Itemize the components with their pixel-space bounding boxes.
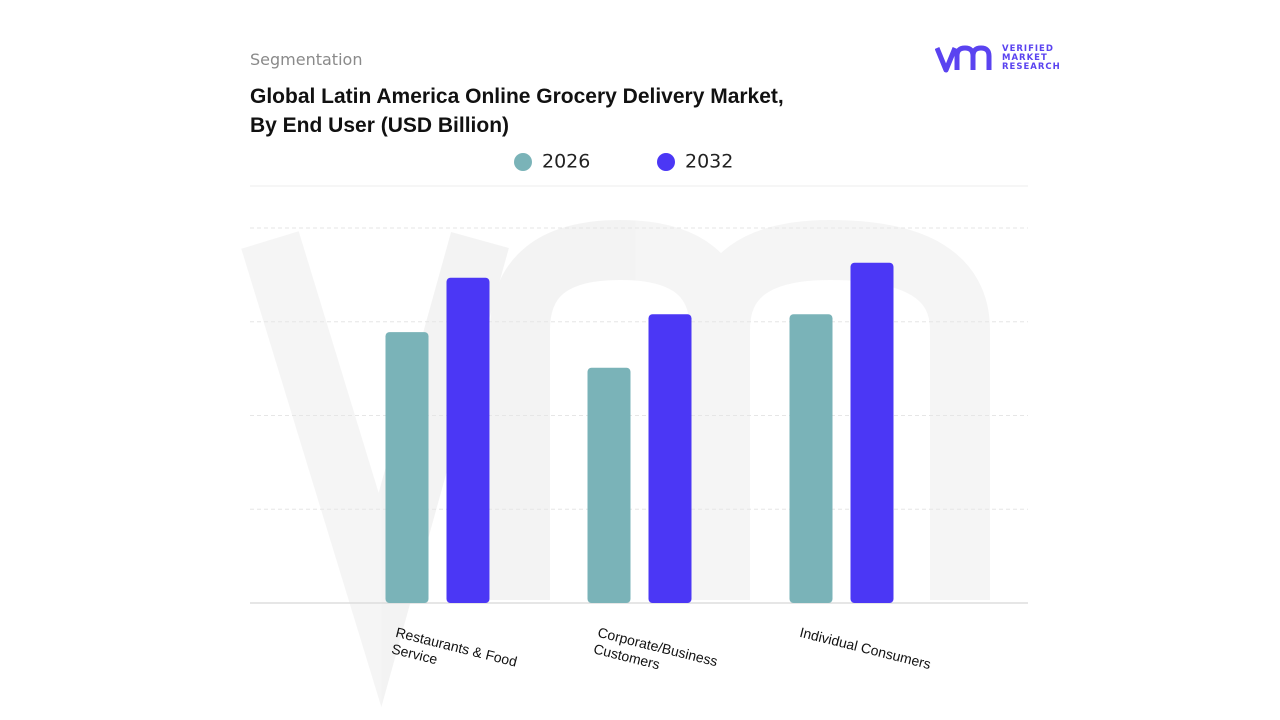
bar xyxy=(446,277,490,603)
bar xyxy=(648,314,692,603)
legend-label: 2032 xyxy=(685,151,733,173)
bar xyxy=(385,332,429,603)
legend-swatch xyxy=(657,153,675,171)
section-label: Segmentation xyxy=(250,50,363,69)
logo-mark xyxy=(935,45,992,73)
logo-text: VERIFIED MARKET RESEARCH xyxy=(1002,44,1061,72)
bar xyxy=(850,262,894,603)
legend-swatch xyxy=(514,153,532,171)
bar xyxy=(587,367,631,603)
bar xyxy=(789,314,833,603)
legend-label: 2026 xyxy=(542,151,590,173)
chart-title: Global Latin America Online Grocery Deli… xyxy=(250,85,784,137)
